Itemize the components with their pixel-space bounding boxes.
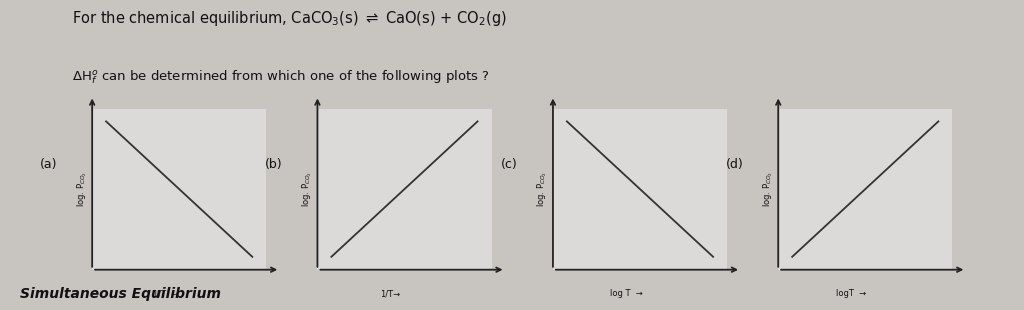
Text: log. P$_{CO_2}$: log. P$_{CO_2}$ — [75, 171, 89, 207]
Text: log. P$_{CO_2}$: log. P$_{CO_2}$ — [761, 171, 775, 207]
Text: log. P$_{CO_2}$: log. P$_{CO_2}$ — [300, 171, 314, 207]
Text: Simultaneous Equilibrium: Simultaneous Equilibrium — [20, 287, 221, 301]
Text: For the chemical equilibrium, CaCO$_3$(s) $\rightleftharpoons$ CaO(s) + CO$_2$(g: For the chemical equilibrium, CaCO$_3$(s… — [72, 9, 507, 28]
Text: 1/T  →: 1/T → — [153, 289, 178, 298]
Text: $\Delta$H$_f^o$ can be determined from which one of the following plots ?: $\Delta$H$_f^o$ can be determined from w… — [72, 68, 489, 86]
Text: (b): (b) — [265, 158, 283, 171]
Text: (a): (a) — [40, 158, 57, 171]
Text: log. P$_{CO_2}$: log. P$_{CO_2}$ — [536, 171, 550, 207]
Text: log T  →: log T → — [609, 289, 642, 298]
Text: logT  →: logT → — [837, 289, 866, 298]
Text: 1/T→: 1/T→ — [381, 289, 400, 298]
Text: (d): (d) — [726, 158, 743, 171]
Text: (c): (c) — [501, 158, 518, 171]
